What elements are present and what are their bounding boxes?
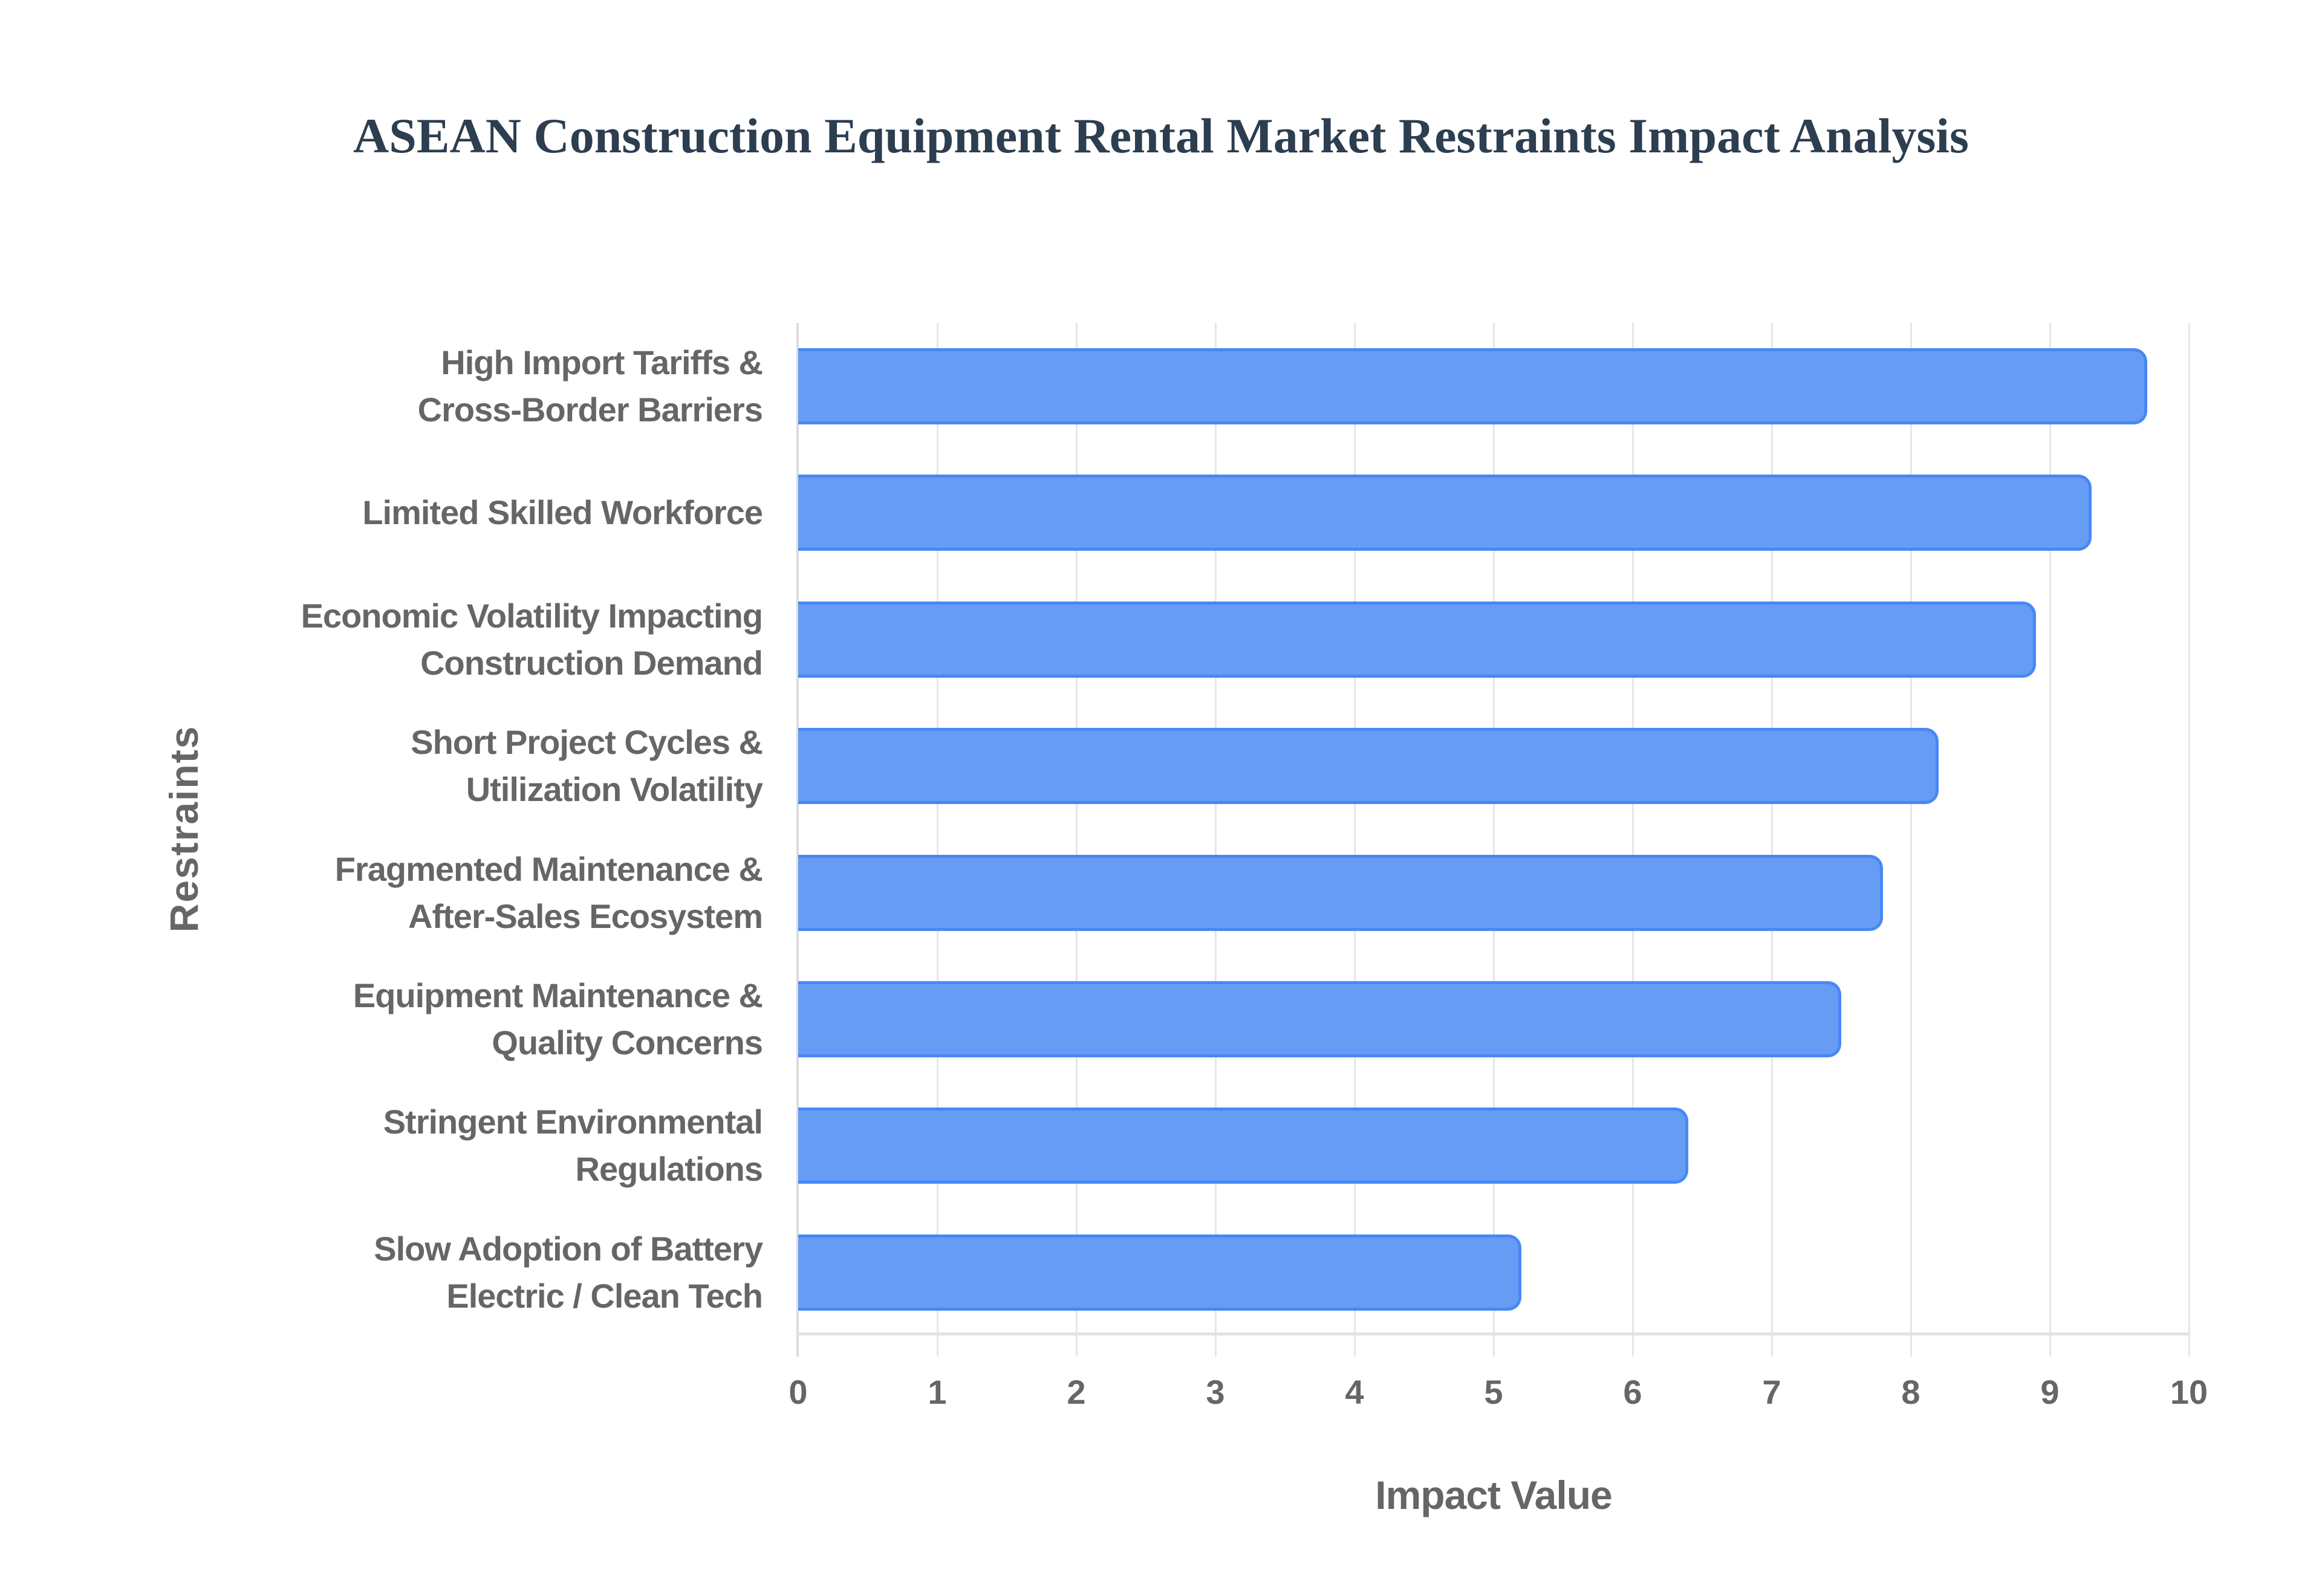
category-label: Short Project Cycles & Utilization Volat… bbox=[411, 723, 763, 809]
gridline bbox=[1076, 323, 1078, 1357]
category-label: High Import Tariffs & Cross-Border Barri… bbox=[417, 343, 763, 429]
category-label: Economic Volatility Impacting Constructi… bbox=[301, 596, 763, 682]
category-label: Fragmented Maintenance & After-Sales Eco… bbox=[334, 849, 763, 935]
x-tick-label: 1 bbox=[928, 1373, 947, 1411]
category-label: Stringent Environmental Regulations bbox=[383, 1103, 763, 1189]
category-label: Slow Adoption of Battery Electric / Clea… bbox=[374, 1229, 763, 1315]
category-label: Limited Skilled Workforce bbox=[362, 493, 763, 532]
plot-area bbox=[796, 323, 2190, 1357]
x-tick-label: 6 bbox=[1623, 1373, 1642, 1411]
x-tick-label: 2 bbox=[1067, 1373, 1086, 1411]
bar[interactable] bbox=[798, 854, 1883, 931]
x-tick-label: 9 bbox=[2040, 1373, 2060, 1411]
gridline bbox=[1215, 323, 1217, 1357]
gridline bbox=[2049, 323, 2051, 1357]
gridline bbox=[1354, 323, 1356, 1357]
bar[interactable] bbox=[798, 1108, 1688, 1184]
gridline bbox=[1493, 323, 1495, 1357]
bar[interactable] bbox=[798, 728, 1939, 805]
gridline bbox=[1910, 323, 1912, 1357]
x-axis-title: Impact Value bbox=[1375, 1473, 1613, 1517]
bar[interactable] bbox=[798, 601, 2036, 678]
x-tick-label: 8 bbox=[1901, 1373, 1920, 1411]
gridline bbox=[1632, 323, 1634, 1357]
x-tick-label: 0 bbox=[789, 1373, 808, 1411]
bar[interactable] bbox=[798, 1234, 1521, 1311]
x-tick-label: 10 bbox=[2170, 1373, 2208, 1411]
category-label: Equipment Maintenance & Quality Concerns bbox=[353, 976, 763, 1062]
bar[interactable] bbox=[798, 348, 2147, 424]
x-tick-label: 7 bbox=[1762, 1373, 1781, 1411]
x-tick-label: 3 bbox=[1206, 1373, 1225, 1411]
x-tick-label: 5 bbox=[1484, 1373, 1503, 1411]
gridline bbox=[2188, 323, 2190, 1357]
y-axis-line bbox=[796, 323, 799, 1357]
gridline bbox=[937, 323, 938, 1357]
bar[interactable] bbox=[798, 475, 2092, 551]
x-tick-label: 4 bbox=[1345, 1373, 1364, 1411]
gridline bbox=[1771, 323, 1773, 1357]
chart-title: ASEAN Construction Equipment Rental Mark… bbox=[353, 108, 1969, 163]
x-axis-line bbox=[798, 1332, 2189, 1335]
bar[interactable] bbox=[798, 981, 1841, 1057]
